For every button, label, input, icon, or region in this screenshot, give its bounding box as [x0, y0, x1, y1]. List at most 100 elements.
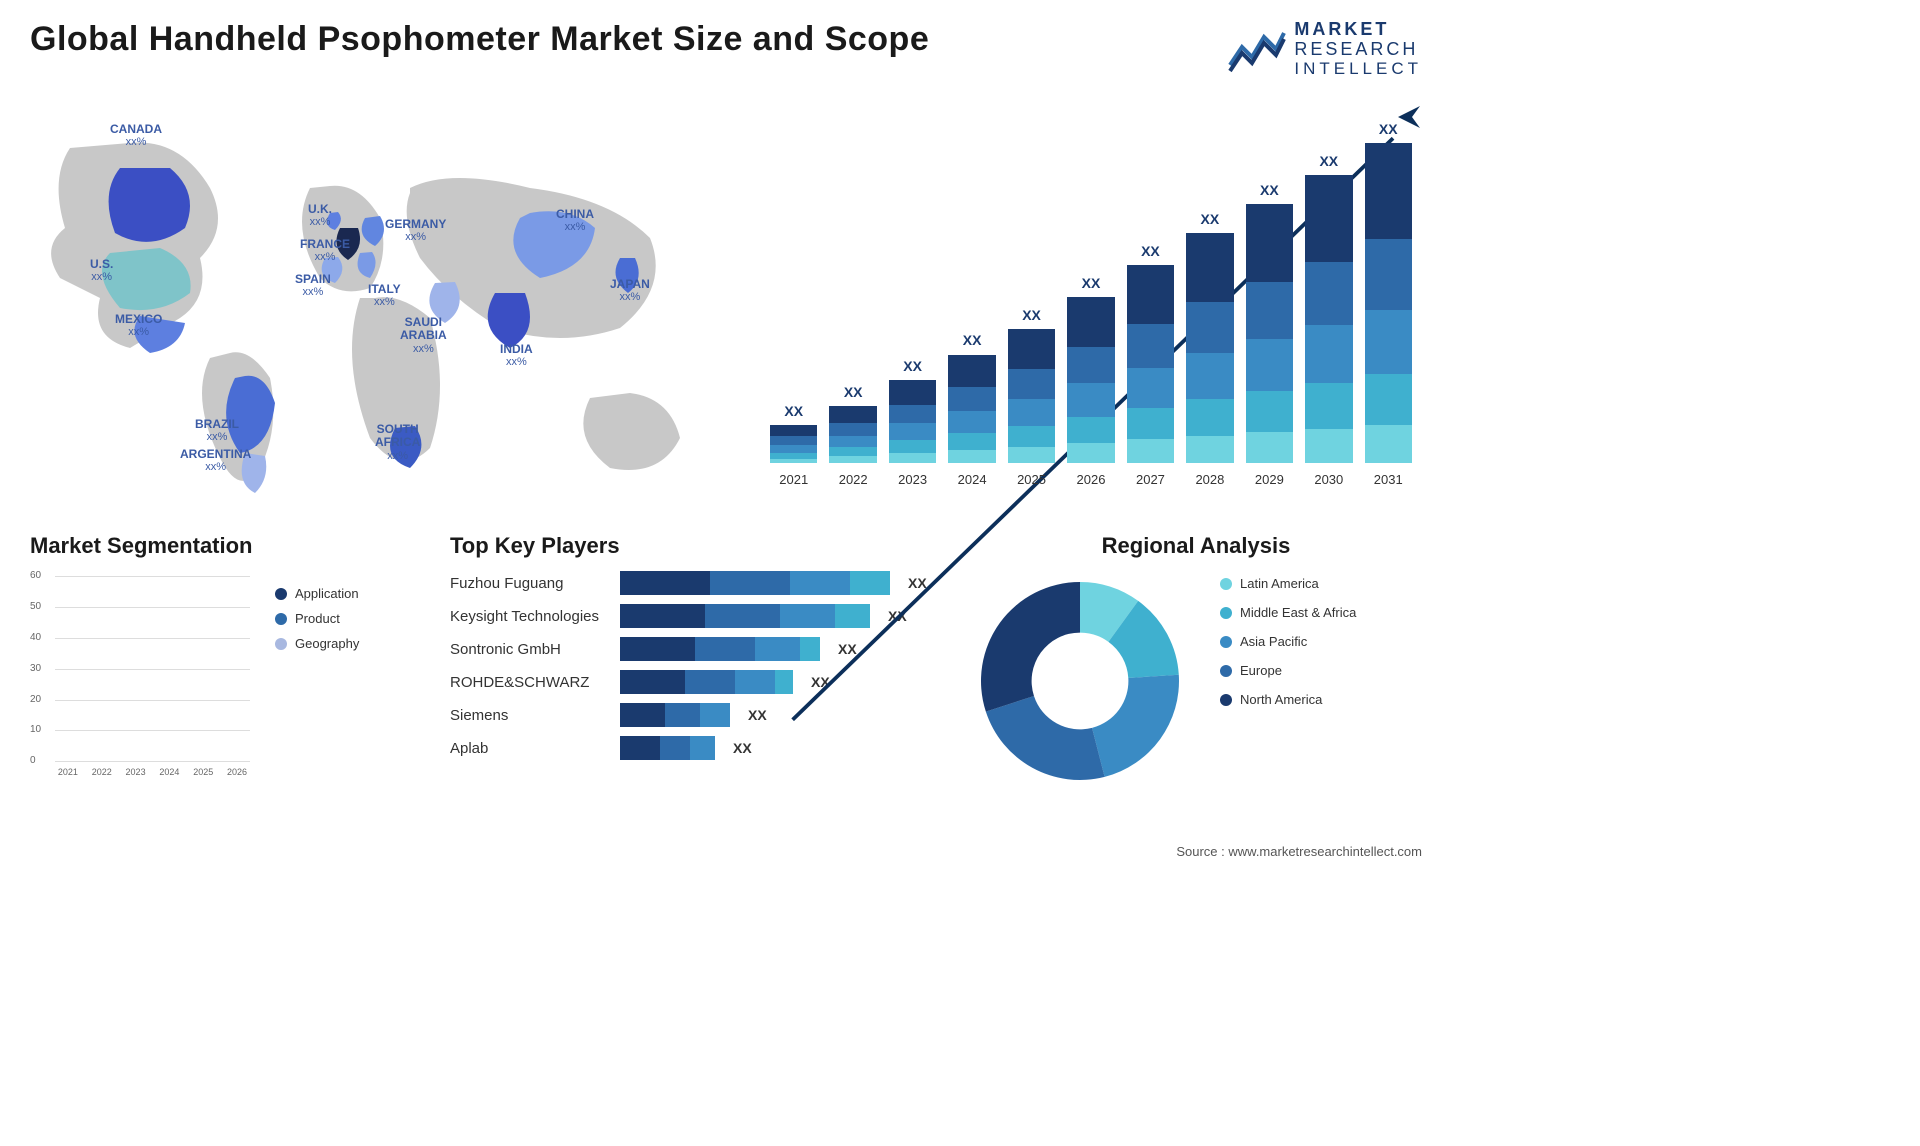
- key-player-value: XX: [748, 707, 767, 723]
- forecast-bar-year: 2031: [1365, 472, 1412, 487]
- logo-line1: MARKET: [1294, 20, 1422, 40]
- forecast-bar-chart: XX2021XX2022XX2023XX2024XX2025XX2026XX20…: [760, 98, 1422, 498]
- forecast-bar-year: 2021: [770, 472, 817, 487]
- map-label-southafrica: SOUTHAFRICAxx%: [375, 423, 420, 461]
- regional-legend-item: North America: [1220, 692, 1356, 707]
- forecast-bar-2028: XX2028: [1186, 233, 1233, 463]
- forecast-bar-2023: XX2023: [889, 380, 936, 463]
- forecast-bar-2026: XX2026: [1067, 297, 1114, 463]
- regional-legend-item: Asia Pacific: [1220, 634, 1356, 649]
- forecast-bar-value: XX: [889, 358, 936, 374]
- seg-bar-year: 2026: [222, 767, 252, 777]
- forecast-bar-2030: XX2030: [1305, 175, 1352, 463]
- segmentation-chart: 0102030405060202120222023202420252026: [30, 571, 250, 781]
- seg-bar-year: 2024: [154, 767, 184, 777]
- forecast-bar-2031: XX2031: [1365, 143, 1412, 463]
- forecast-bar-year: 2030: [1305, 472, 1352, 487]
- donut-slice-north-america: [981, 582, 1080, 712]
- key-players-list: Fuzhou FuguangXXKeysight TechnologiesXXS…: [450, 571, 940, 760]
- seg-legend-item: Geography: [275, 636, 359, 651]
- seg-legend-item: Application: [275, 586, 359, 601]
- source-attribution: Source : www.marketresearchintellect.com: [1176, 844, 1422, 859]
- segmentation-legend: ApplicationProductGeography: [275, 571, 359, 781]
- map-label-us: U.S.xx%: [90, 258, 113, 283]
- forecast-bar-2022: XX2022: [829, 406, 876, 464]
- key-players-panel: Top Key Players Fuzhou FuguangXXKeysight…: [450, 533, 940, 791]
- map-label-china: CHINAxx%: [556, 208, 594, 233]
- key-player-value: XX: [908, 575, 927, 591]
- logo-icon: [1228, 25, 1286, 73]
- seg-y-tick: 60: [30, 570, 41, 581]
- seg-y-tick: 20: [30, 694, 41, 705]
- key-player-row: SiemensXX: [450, 703, 940, 727]
- map-label-italy: ITALYxx%: [368, 283, 401, 308]
- map-label-spain: SPAINxx%: [295, 273, 331, 298]
- key-player-name: Sontronic GmbH: [450, 641, 610, 658]
- forecast-bar-value: XX: [1305, 153, 1352, 169]
- forecast-bar-value: XX: [1246, 182, 1293, 198]
- world-map: CANADAxx%U.S.xx%MEXICOxx%BRAZILxx%ARGENT…: [30, 98, 730, 498]
- regional-legend-item: Middle East & Africa: [1220, 605, 1356, 620]
- forecast-bar-year: 2029: [1246, 472, 1293, 487]
- forecast-bar-year: 2023: [889, 472, 936, 487]
- key-player-value: XX: [888, 608, 907, 624]
- key-player-name: Keysight Technologies: [450, 608, 610, 625]
- forecast-bar-year: 2027: [1127, 472, 1174, 487]
- map-label-france: FRANCExx%: [300, 238, 350, 263]
- key-player-row: ROHDE&SCHWARZXX: [450, 670, 940, 694]
- forecast-bar-2027: XX2027: [1127, 265, 1174, 463]
- logo-line2: RESEARCH: [1294, 40, 1422, 60]
- seg-bar-year: 2023: [121, 767, 151, 777]
- forecast-bar-year: 2024: [948, 472, 995, 487]
- regional-legend-item: Europe: [1220, 663, 1356, 678]
- forecast-bar-value: XX: [829, 384, 876, 400]
- bottom-row: Market Segmentation 01020304050602021202…: [30, 533, 1422, 791]
- forecast-bar-2029: XX2029: [1246, 204, 1293, 463]
- header: Global Handheld Psophometer Market Size …: [30, 20, 1422, 78]
- segmentation-panel: Market Segmentation 01020304050602021202…: [30, 533, 420, 791]
- map-label-uk: U.K.xx%: [308, 203, 332, 228]
- seg-bar-year: 2021: [53, 767, 83, 777]
- regional-donut-chart: [970, 571, 1190, 791]
- regional-panel: Regional Analysis Latin AmericaMiddle Ea…: [970, 533, 1422, 791]
- key-player-row: Fuzhou Fuguang XX: [450, 571, 940, 595]
- regional-title: Regional Analysis: [970, 533, 1422, 559]
- key-player-name: ROHDE&SCHWARZ: [450, 674, 610, 691]
- key-player-name: Aplab: [450, 740, 610, 757]
- logo: MARKET RESEARCH INTELLECT: [1228, 20, 1422, 78]
- map-label-canada: CANADAxx%: [110, 123, 162, 148]
- forecast-bar-value: XX: [1008, 307, 1055, 323]
- forecast-bar-value: XX: [1067, 275, 1114, 291]
- key-player-bar: [620, 637, 820, 661]
- map-label-india: INDIAxx%: [500, 343, 533, 368]
- seg-y-tick: 40: [30, 632, 41, 643]
- key-player-row: Aplab XX: [450, 736, 940, 760]
- seg-y-tick: 10: [30, 724, 41, 735]
- forecast-bar-2025: XX2025: [1008, 329, 1055, 463]
- logo-line3: INTELLECT: [1294, 60, 1422, 79]
- seg-y-tick: 0: [30, 755, 36, 766]
- map-label-germany: GERMANYxx%: [385, 218, 446, 243]
- key-players-title: Top Key Players: [450, 533, 940, 559]
- map-label-saudiarabia: SAUDIARABIAxx%: [400, 316, 447, 354]
- forecast-bar-year: 2025: [1008, 472, 1055, 487]
- seg-y-tick: 30: [30, 663, 41, 674]
- key-player-row: Sontronic GmbHXX: [450, 637, 940, 661]
- forecast-bar-value: XX: [1365, 121, 1412, 137]
- top-row: CANADAxx%U.S.xx%MEXICOxx%BRAZILxx%ARGENT…: [30, 98, 1422, 498]
- seg-bar-year: 2025: [188, 767, 218, 777]
- key-player-bar: [620, 703, 730, 727]
- forecast-bar-2024: XX2024: [948, 354, 995, 463]
- key-player-bar: [620, 604, 870, 628]
- forecast-bar-year: 2028: [1186, 472, 1233, 487]
- forecast-bar-value: XX: [1186, 211, 1233, 227]
- forecast-bar-year: 2026: [1067, 472, 1114, 487]
- forecast-bar-value: XX: [948, 332, 995, 348]
- key-player-bar: [620, 670, 793, 694]
- key-player-name: Fuzhou Fuguang: [450, 575, 610, 592]
- forecast-bar-value: XX: [770, 403, 817, 419]
- key-player-value: XX: [733, 740, 752, 756]
- key-player-row: Keysight Technologies XX: [450, 604, 940, 628]
- forecast-bar-2021: XX2021: [770, 425, 817, 463]
- donut-slice-europe: [986, 696, 1105, 780]
